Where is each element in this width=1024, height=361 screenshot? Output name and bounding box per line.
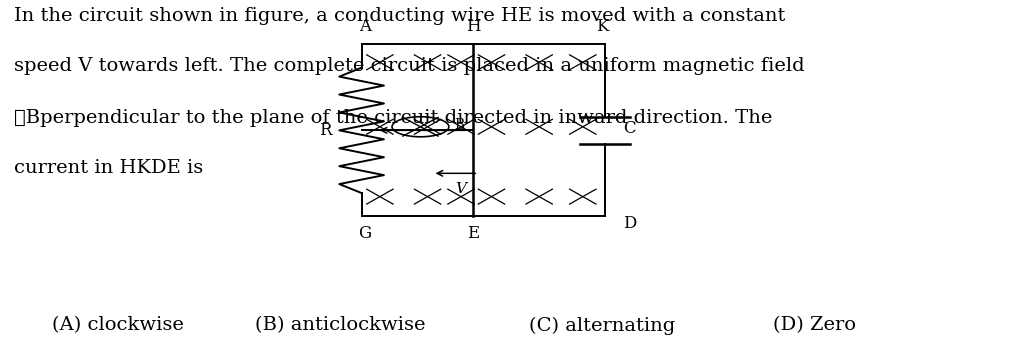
Text: C: C — [624, 120, 636, 137]
Text: B: B — [454, 118, 464, 132]
Text: E: E — [467, 225, 479, 242]
Text: (A) clockwise: (A) clockwise — [52, 317, 184, 335]
Text: (C) alternating: (C) alternating — [529, 316, 675, 335]
Text: K: K — [596, 18, 608, 35]
Text: H: H — [466, 18, 480, 35]
Text: (B) anticlockwise: (B) anticlockwise — [255, 317, 426, 335]
Text: R: R — [318, 122, 331, 139]
Text: D: D — [624, 214, 637, 231]
Text: In the circuit shown in figure, a conducting wire HE is moved with a constant: In the circuit shown in figure, a conduc… — [13, 7, 785, 25]
Text: V: V — [456, 182, 467, 196]
Text: (D) Zero: (D) Zero — [772, 317, 855, 335]
Text: current in HKDE is: current in HKDE is — [13, 159, 203, 177]
Text: G: G — [358, 225, 372, 242]
Text: speed V towards left. The complete circuit is placed in a uniform magnetic field: speed V towards left. The complete circu… — [13, 57, 804, 75]
Text: ⃗Bperpendicular to the plane of the circuit directed in inward direction. The: ⃗Bperpendicular to the plane of the circ… — [13, 109, 772, 127]
Text: A: A — [358, 18, 371, 35]
